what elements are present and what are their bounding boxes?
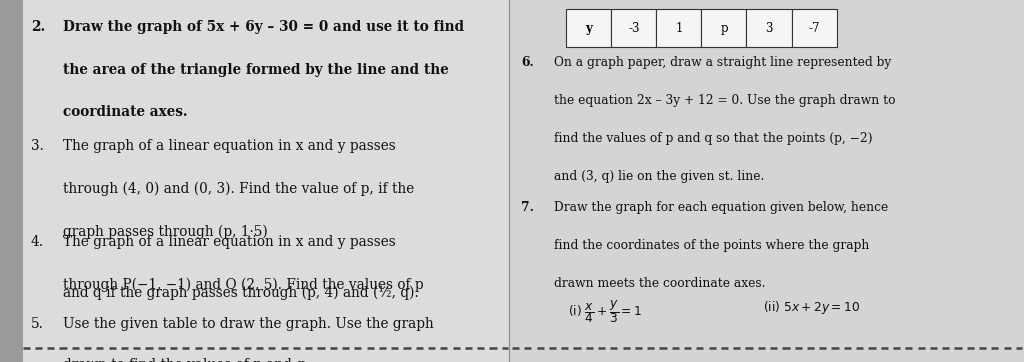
- Bar: [656, 9, 701, 47]
- Bar: [0, 0, 509, 362]
- Text: 4.: 4.: [31, 235, 44, 249]
- Text: 1: 1: [675, 22, 683, 34]
- Text: The graph of a linear equation in x and y passes: The graph of a linear equation in x and …: [63, 139, 396, 153]
- Text: 6.: 6.: [521, 56, 534, 69]
- Text: 5.: 5.: [31, 317, 44, 331]
- Text: 7.: 7.: [521, 201, 535, 214]
- Bar: [566, 9, 611, 47]
- Text: -7: -7: [808, 22, 820, 34]
- Bar: [746, 9, 792, 47]
- Bar: [611, 9, 656, 47]
- Bar: [792, 9, 837, 47]
- Text: Use the given table to draw the graph. Use the graph: Use the given table to draw the graph. U…: [63, 317, 434, 331]
- Bar: [701, 9, 746, 47]
- Text: y: y: [586, 22, 592, 34]
- Text: through (4, 0) and (0, 3). Find the value of p, if the: through (4, 0) and (0, 3). Find the valu…: [63, 182, 415, 197]
- Text: The graph of a linear equation in x and y passes: The graph of a linear equation in x and …: [63, 235, 396, 249]
- Text: p: p: [720, 22, 728, 34]
- Text: coordinate axes.: coordinate axes.: [63, 105, 188, 119]
- Text: the equation 2x – 3y + 12 = 0. Use the graph drawn to: the equation 2x – 3y + 12 = 0. Use the g…: [554, 94, 895, 107]
- Text: the area of the triangle formed by the line and the: the area of the triangle formed by the l…: [63, 63, 450, 77]
- Text: (ii) $5x + 2y = 10$: (ii) $5x + 2y = 10$: [763, 299, 860, 316]
- Text: and q if the graph passes through (p, 4) and (½, q).: and q if the graph passes through (p, 4)…: [63, 286, 419, 300]
- Bar: [0, 0, 23, 362]
- Text: Draw the graph of 5x + 6y – 30 = 0 and use it to find: Draw the graph of 5x + 6y – 30 = 0 and u…: [63, 20, 465, 34]
- Text: find the values of p and q so that the points (p, −2): find the values of p and q so that the p…: [554, 132, 872, 145]
- Text: graph passes through (p, 1·5): graph passes through (p, 1·5): [63, 225, 268, 239]
- Text: (i) $\dfrac{x}{4}+\dfrac{y}{3}=1$: (i) $\dfrac{x}{4}+\dfrac{y}{3}=1$: [568, 299, 642, 325]
- Text: find the coordinates of the points where the graph: find the coordinates of the points where…: [554, 239, 869, 252]
- Text: drawn meets the coordinate axes.: drawn meets the coordinate axes.: [554, 277, 766, 290]
- Text: 3.: 3.: [31, 139, 44, 153]
- Text: through P(−1, −1) and Q (2, 5). Find the values of p: through P(−1, −1) and Q (2, 5). Find the…: [63, 278, 424, 292]
- Text: 2.: 2.: [31, 20, 45, 34]
- Text: On a graph paper, draw a straight line represented by: On a graph paper, draw a straight line r…: [554, 56, 891, 69]
- Text: Draw the graph for each equation given below, hence: Draw the graph for each equation given b…: [554, 201, 888, 214]
- Text: -3: -3: [628, 22, 640, 34]
- Text: drawn to find the values of p and q.: drawn to find the values of p and q.: [63, 358, 309, 362]
- Bar: [509, 0, 1024, 362]
- Text: and (3, q) lie on the given st. line.: and (3, q) lie on the given st. line.: [554, 170, 764, 183]
- Text: 3: 3: [765, 22, 773, 34]
